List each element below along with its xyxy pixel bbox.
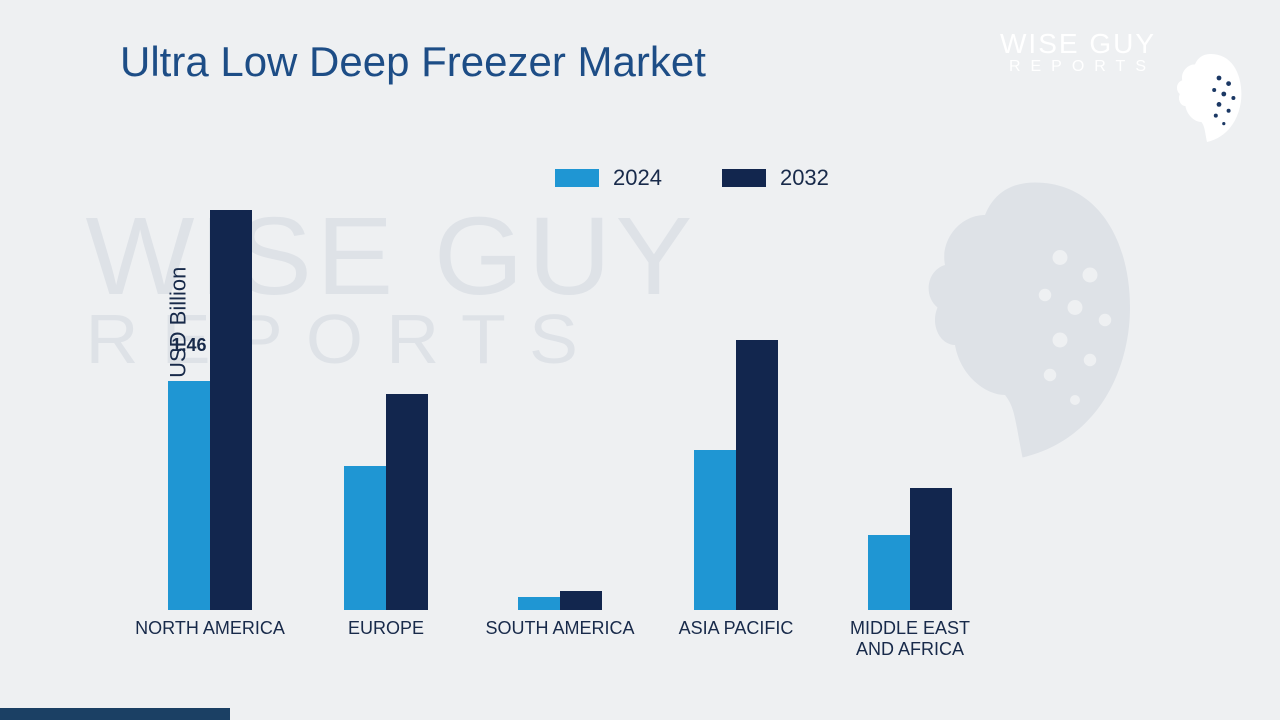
- category-label: SOUTH AMERICA: [480, 610, 640, 639]
- bar-series-b: [910, 488, 952, 610]
- bar-group: NORTH AMERICA: [145, 210, 275, 610]
- bar-series-b: [386, 394, 428, 610]
- bar-series-a: [168, 381, 210, 610]
- plot-area: 1.46NORTH AMERICAEUROPESOUTH AMERICAASIA…: [130, 210, 1000, 610]
- bar-series-a: [518, 597, 560, 610]
- brand-sub: REPORTS: [1000, 58, 1156, 76]
- chart-area: Market Size in USD Billion 1.46NORTH AME…: [90, 180, 1010, 610]
- brand-name: WISE GUY: [1000, 28, 1156, 60]
- category-label: EUROPE: [306, 610, 466, 639]
- chart-title: Ultra Low Deep Freezer Market: [120, 38, 706, 86]
- category-label: NORTH AMERICA: [130, 610, 290, 639]
- bar-series-a: [694, 450, 736, 610]
- bar-series-b: [736, 340, 778, 610]
- bar-series-a: [344, 466, 386, 610]
- bar-group: ASIA PACIFIC: [671, 340, 801, 610]
- category-label: ASIA PACIFIC: [656, 610, 816, 639]
- brand-logo: WISE GUY REPORTS: [1000, 28, 1246, 76]
- bar-series-b: [210, 210, 252, 610]
- bar-series-a: [868, 535, 910, 610]
- category-label: MIDDLE EAST AND AFRICA: [830, 610, 990, 659]
- bar-group: EUROPE: [321, 394, 451, 610]
- bar-group: SOUTH AMERICA: [495, 591, 625, 610]
- brand-head-icon: [1160, 50, 1246, 146]
- decorative-bottom-bar: [0, 708, 230, 720]
- bar-series-b: [560, 591, 602, 610]
- bar-group: MIDDLE EAST AND AFRICA: [845, 488, 975, 610]
